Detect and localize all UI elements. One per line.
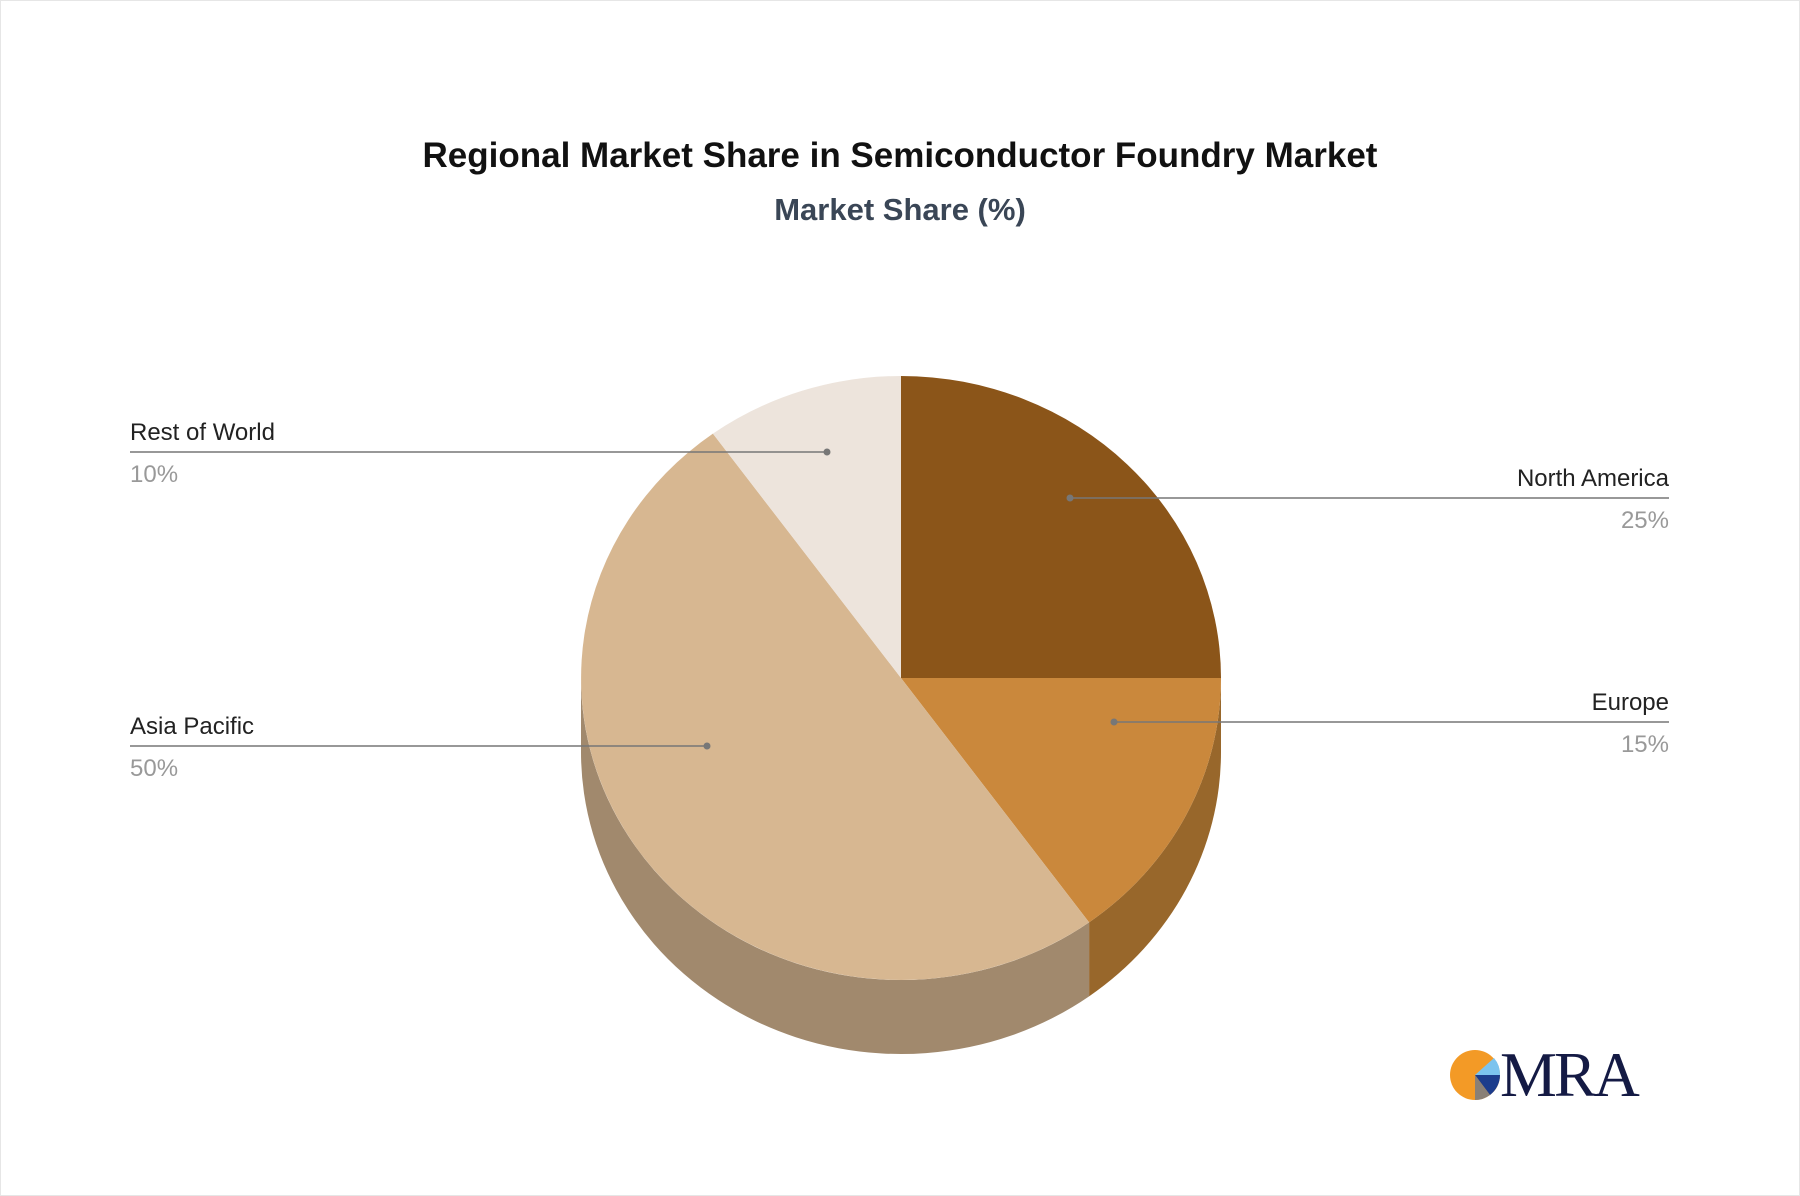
leader-dot (823, 448, 831, 456)
leader-dot (703, 742, 711, 750)
leader-dot (1066, 494, 1074, 502)
chart-subtitle: Market Share (%) (774, 192, 1026, 227)
slice-label: Asia Pacific (130, 713, 254, 740)
logo-text: MRA (1500, 1040, 1640, 1110)
slice-percent: 50% (130, 755, 178, 782)
chart-title: Regional Market Share in Semiconductor F… (422, 136, 1378, 175)
pie-side-1 (1089, 678, 1221, 997)
slice-percent: 15% (1621, 731, 1669, 758)
pie-side-2 (581, 678, 1090, 1054)
slice-label: Europe (1592, 689, 1669, 716)
leader-dot (1110, 718, 1118, 726)
slice-percent: 10% (130, 461, 178, 488)
pie-slice-asia-pacific[interactable] (581, 433, 1090, 980)
mra-logo: MRA (1450, 1040, 1643, 1110)
slice-label: Rest of World (130, 419, 275, 446)
slice-label: North America (1517, 465, 1670, 492)
slice-percent: 25% (1621, 507, 1669, 534)
pie-slice-north-america[interactable] (901, 376, 1221, 678)
pie-slice-europe[interactable] (901, 678, 1221, 923)
